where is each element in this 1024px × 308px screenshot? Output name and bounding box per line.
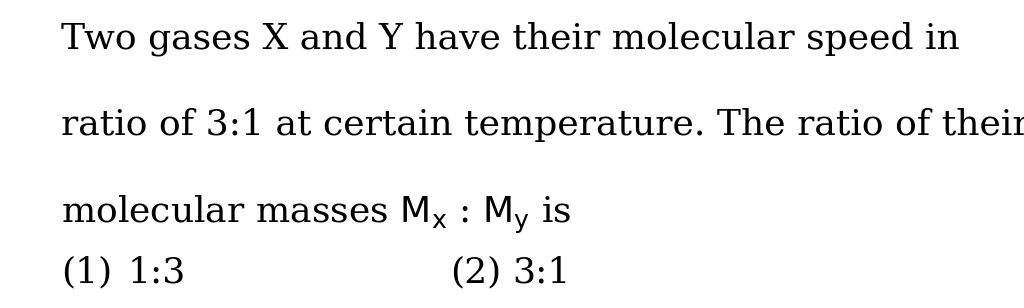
Text: (1): (1) — [61, 256, 113, 290]
Text: 3:1: 3:1 — [512, 256, 570, 290]
Text: molecular masses $\mathrm{M_x}$ : $\mathrm{M_y}$ is: molecular masses $\mathrm{M_x}$ : $\math… — [61, 194, 571, 236]
Text: ratio of 3:1 at certain temperature. The ratio of their: ratio of 3:1 at certain temperature. The… — [61, 108, 1024, 142]
Text: (2): (2) — [451, 256, 502, 290]
Text: Two gases X and Y have their molecular speed in: Two gases X and Y have their molecular s… — [61, 22, 961, 56]
Text: 1:3: 1:3 — [128, 256, 186, 290]
